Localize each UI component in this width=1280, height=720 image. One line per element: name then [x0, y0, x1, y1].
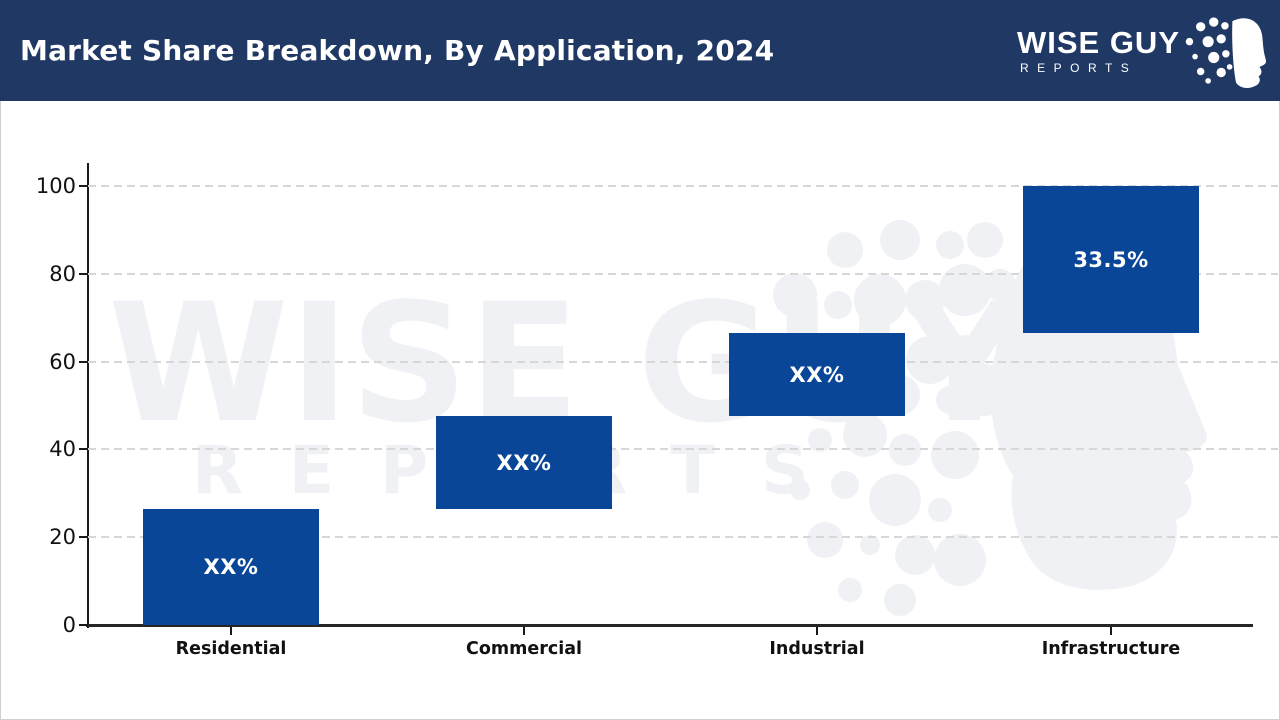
y-tick-80 — [79, 272, 88, 275]
bar-residential: XX% — [143, 508, 319, 625]
header-bar: Market Share Breakdown, By Application, … — [0, 0, 1280, 101]
y-tick-label-80: 80 — [49, 261, 76, 286]
brand-logo: WISE GUY REPORTS — [1017, 11, 1280, 91]
plot-area: 0 20 40 60 80 100 XX% XX% XX% 33.5% Residential C… — [0, 101, 1280, 720]
x-tick-residential — [230, 627, 232, 635]
gridline-100 — [88, 185, 1278, 187]
x-axis-line — [86, 624, 1253, 627]
gridline-80 — [88, 272, 1278, 275]
y-tick-100 — [79, 185, 88, 187]
x-category-label: Commercial — [465, 639, 582, 659]
bar-infrastructure: 33.5% — [1023, 186, 1199, 334]
y-tick-label-60: 60 — [49, 349, 76, 374]
bar-value-label: XX% — [496, 450, 552, 475]
y-tick-0 — [79, 624, 88, 626]
y-tick-label-40: 40 — [49, 437, 76, 462]
gridline-20 — [88, 536, 1278, 539]
chart-title: Market Share Breakdown, By Application, … — [20, 34, 775, 67]
y-tick-60 — [79, 360, 88, 363]
gridline-60 — [88, 360, 1278, 363]
gridline-40 — [88, 448, 1278, 451]
y-tick-20 — [79, 536, 88, 539]
logo-wiseguy-label: WISE GUY — [1016, 25, 1180, 60]
logo-text: WISE GUY REPORTS — [1017, 27, 1180, 74]
x-category-label: Residential — [175, 639, 287, 659]
y-tick-label-100: 100 — [35, 174, 76, 198]
x-tick-infrastructure — [1110, 627, 1112, 635]
x-category-label: Industrial — [769, 639, 865, 659]
bar-value-label: XX% — [789, 362, 845, 387]
y-tick-label-20: 20 — [49, 525, 76, 550]
logo-head-icon — [1185, 16, 1266, 88]
logo-reports-label: REPORTS — [1019, 61, 1138, 75]
bar-industrial: XX% — [729, 333, 905, 417]
x-tick-commercial — [523, 627, 525, 635]
y-tick-40 — [79, 448, 88, 451]
bar-value-label: XX% — [203, 554, 259, 579]
y-axis-line — [87, 163, 89, 628]
y-tick-label-0: 0 — [62, 613, 76, 637]
bar-commercial: XX% — [436, 416, 612, 509]
bar-value-label: 33.5% — [1073, 247, 1149, 272]
x-category-label: Infrastructure — [1041, 639, 1181, 659]
x-tick-industrial — [816, 627, 818, 635]
